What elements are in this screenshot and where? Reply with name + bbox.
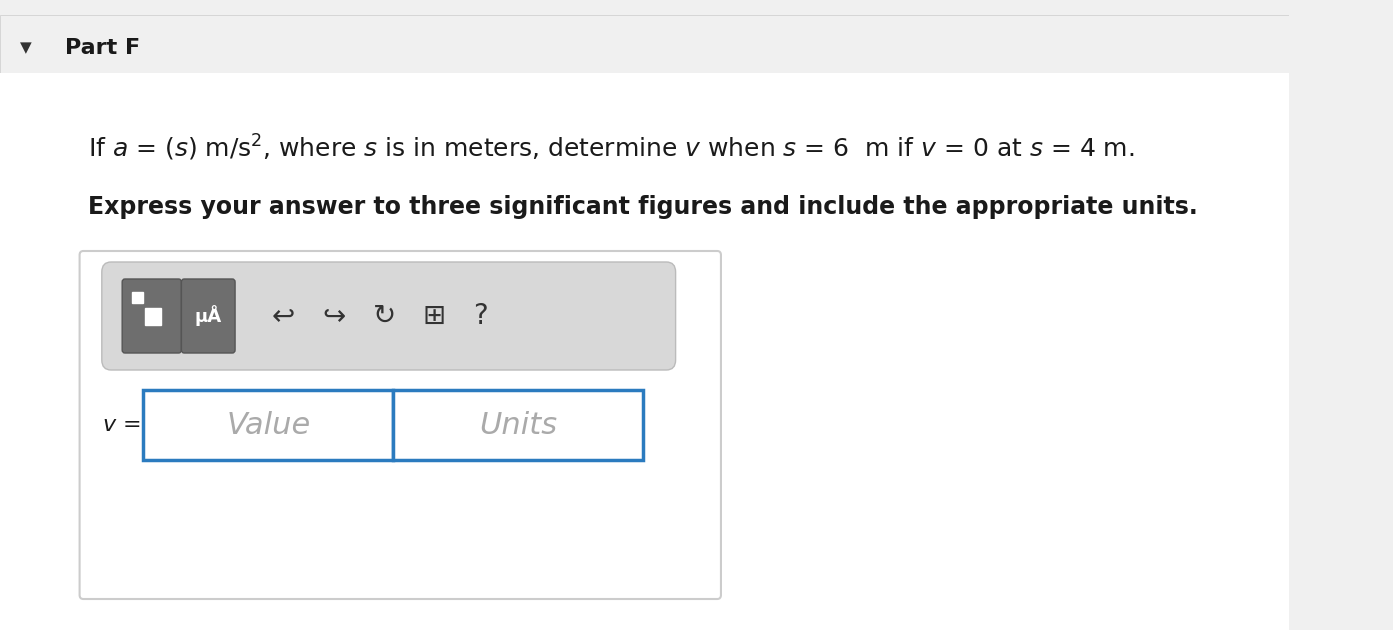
Bar: [143, 390, 393, 460]
Text: $v$ =: $v$ =: [102, 415, 141, 435]
FancyBboxPatch shape: [123, 279, 181, 353]
Text: ↩: ↩: [272, 302, 295, 330]
Bar: [132, 292, 142, 303]
Text: μÅ: μÅ: [195, 306, 221, 326]
FancyBboxPatch shape: [0, 0, 1289, 630]
Text: ↪: ↪: [322, 302, 345, 330]
Bar: [0, 15, 1289, 73]
Bar: [0, 73, 1289, 630]
FancyBboxPatch shape: [102, 262, 676, 370]
Text: ↻: ↻: [373, 302, 397, 330]
Text: Value: Value: [226, 411, 311, 440]
Bar: [145, 308, 162, 325]
Text: Units: Units: [479, 411, 557, 440]
Bar: [393, 390, 644, 460]
FancyBboxPatch shape: [181, 279, 235, 353]
Text: Express your answer to three significant figures and include the appropriate uni: Express your answer to three significant…: [88, 195, 1198, 219]
Text: Part F: Part F: [65, 38, 139, 58]
Text: If $a$ = ($s$) m/s$^2$, where $s$ is in meters, determine $v$ when $s$ = 6  m if: If $a$ = ($s$) m/s$^2$, where $s$ is in …: [88, 133, 1134, 163]
FancyBboxPatch shape: [79, 251, 722, 599]
Text: ▼: ▼: [20, 40, 32, 55]
Text: ⊞: ⊞: [422, 302, 446, 330]
Text: ?: ?: [474, 302, 488, 330]
